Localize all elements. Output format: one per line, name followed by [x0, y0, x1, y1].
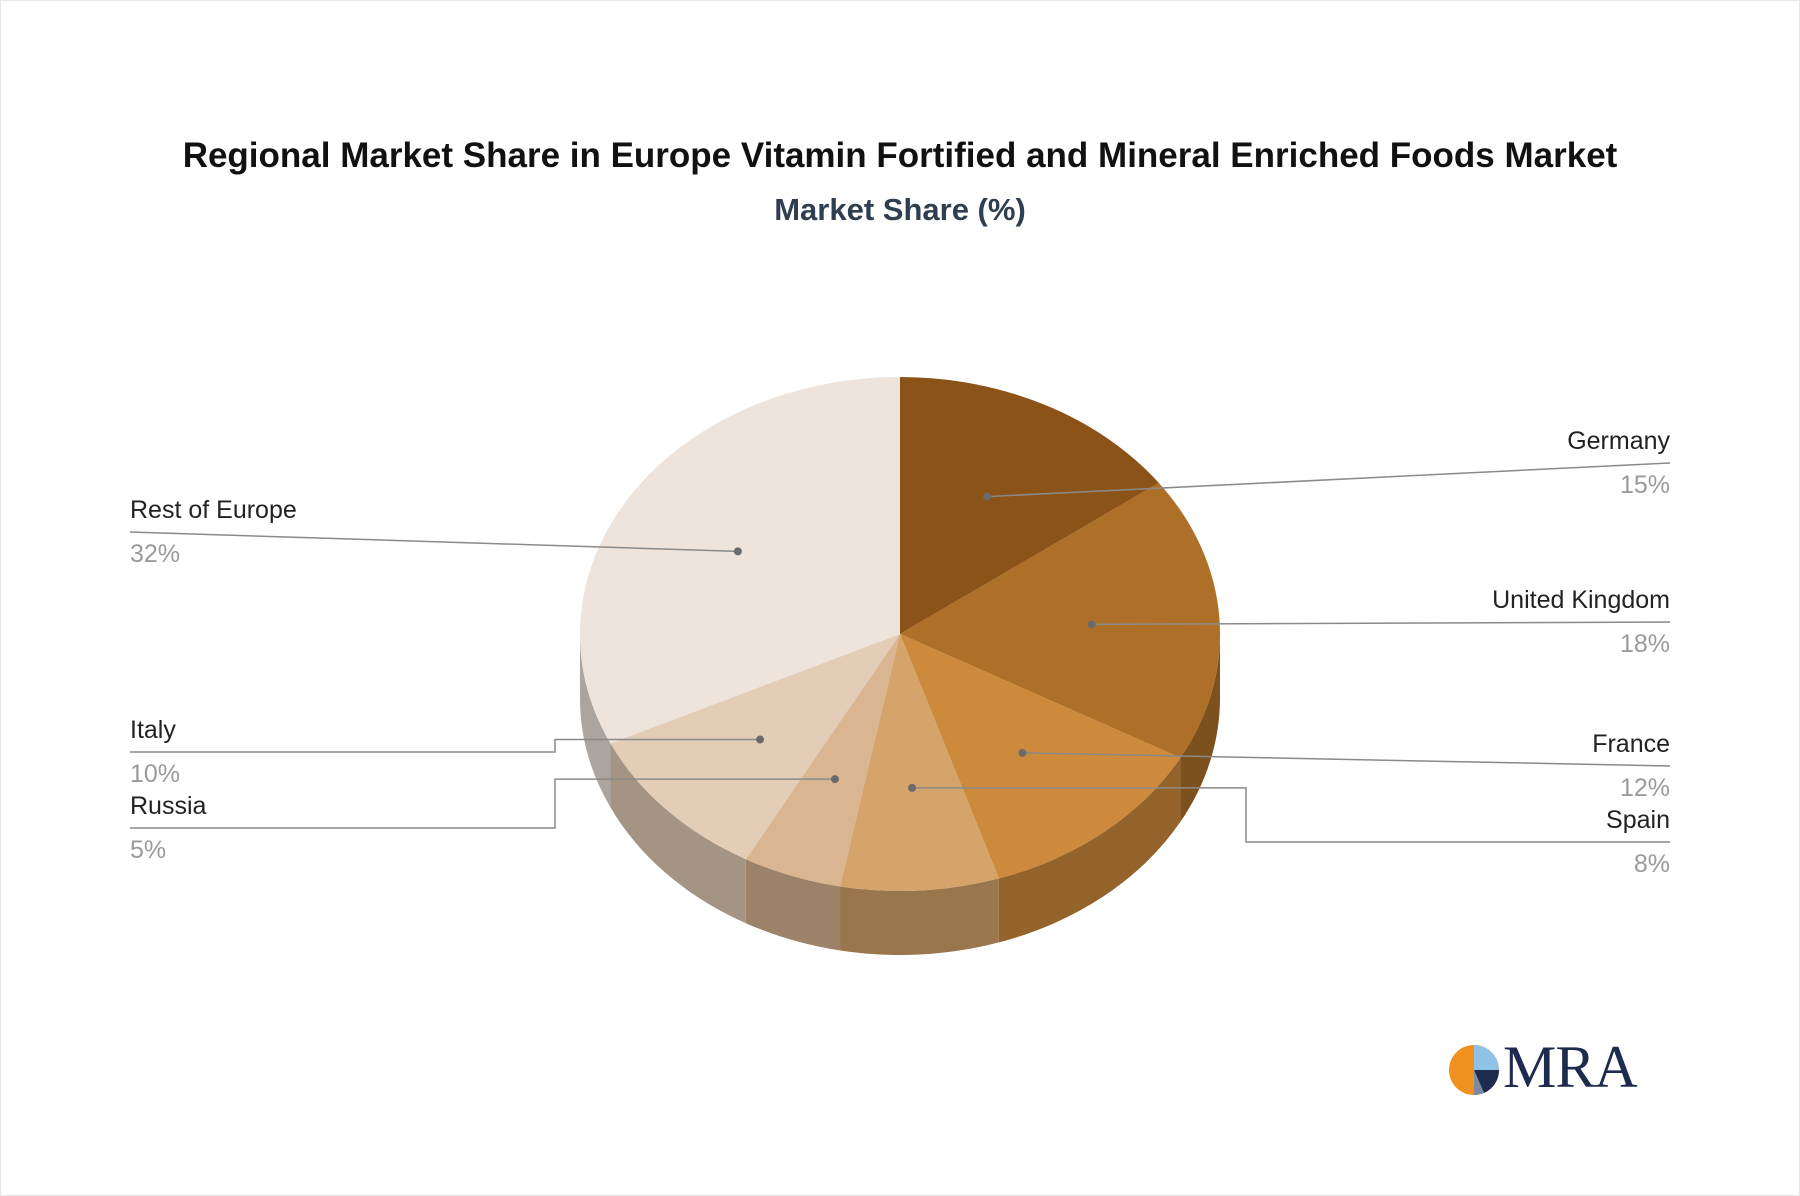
label-spain: Spain 8%	[908, 783, 1670, 878]
leader-dot-germany	[983, 492, 992, 501]
label-name-germany: Germany	[1567, 427, 1670, 455]
label-name-united-kingdom: United Kingdom	[1492, 586, 1670, 614]
leader-line-italy	[130, 738, 761, 753]
label-value-united-kingdom: 18%	[1620, 630, 1670, 658]
label-name-rest-of-europe: Rest of Europe	[130, 496, 297, 524]
label-united-kingdom: United Kingdom 18%	[1087, 586, 1671, 658]
pie-slices	[579, 377, 1220, 891]
label-value-italy: 10%	[130, 760, 180, 788]
chart-title: Regional Market Share in Europe Vitamin …	[182, 136, 1618, 175]
label-name-italy: Italy	[130, 716, 176, 744]
leader-line-united-kingdom	[1091, 621, 1671, 626]
label-value-france: 12%	[1620, 774, 1670, 802]
label-value-germany: 15%	[1620, 471, 1670, 499]
label-rest-of-europe: Rest of Europe 32%	[129, 496, 742, 568]
label-germany: Germany 15%	[983, 427, 1670, 501]
pie-slice-rest-of-europe[interactable]	[579, 377, 900, 744]
label-name-france: France	[1592, 730, 1670, 758]
pie-sides	[580, 634, 1220, 955]
pie-slice-russia[interactable]	[745, 634, 900, 887]
logo-text: MRA	[1503, 1034, 1638, 1100]
pie-side-rest-of-europe	[580, 634, 611, 808]
leader-line-russia	[130, 778, 835, 829]
label-france: France 12%	[1018, 730, 1671, 802]
label-italy: Italy 10%	[130, 716, 765, 788]
leader-dot-united-kingdom	[1087, 620, 1096, 629]
pie-logo-icon	[1449, 1045, 1500, 1096]
pie-slice-united-kingdom[interactable]	[900, 482, 1220, 758]
chart-subtitle: Market Share (%)	[774, 192, 1026, 227]
mra-logo: MRA	[1448, 1034, 1640, 1100]
leader-line-france	[1022, 752, 1671, 767]
pie-side-russia	[745, 859, 841, 951]
label-name-spain: Spain	[1606, 806, 1670, 834]
leader-line-spain	[912, 787, 1670, 843]
pie-side-united-kingdom	[1180, 634, 1220, 822]
leader-dot-rest-of-europe	[733, 547, 742, 556]
label-value-rest-of-europe: 32%	[130, 540, 180, 568]
label-value-russia: 5%	[130, 836, 166, 864]
leader-dot-france	[1018, 748, 1027, 757]
leader-dot-russia	[830, 775, 839, 784]
leader-line-germany	[987, 462, 1671, 498]
label-value-spain: 8%	[1634, 850, 1670, 878]
pie-slice-spain[interactable]	[840, 634, 999, 891]
pie-slice-france[interactable]	[900, 634, 1181, 879]
pie-side-france	[998, 757, 1181, 943]
pie-side-italy	[610, 743, 746, 924]
label-russia: Russia 5%	[130, 775, 839, 864]
leader-line-rest-of-europe	[129, 531, 738, 553]
pie-side-spain	[840, 878, 999, 955]
pie-slice-germany[interactable]	[900, 377, 1159, 634]
label-name-russia: Russia	[130, 792, 207, 820]
pie-slice-italy[interactable]	[610, 634, 900, 860]
leader-dot-italy	[756, 735, 765, 744]
leader-dot-spain	[908, 783, 917, 792]
